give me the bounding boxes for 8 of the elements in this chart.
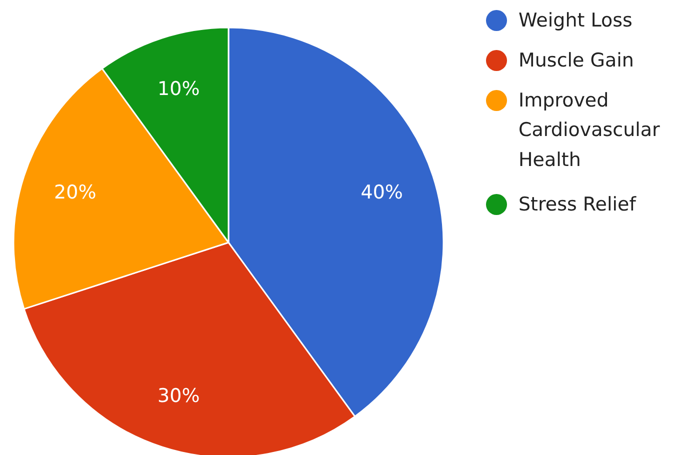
- data-label: 10%: [158, 78, 200, 100]
- legend-label: Muscle Gain: [518, 50, 634, 72]
- legend-label: Stress Relief: [518, 194, 638, 216]
- legend-label: Improved Cardiovascular Health: [518, 90, 660, 171]
- data-label: 30%: [158, 384, 200, 407]
- legend-label: Weight Loss: [518, 10, 632, 32]
- data-label: 20%: [54, 182, 96, 204]
- data-label: 40%: [360, 182, 403, 204]
